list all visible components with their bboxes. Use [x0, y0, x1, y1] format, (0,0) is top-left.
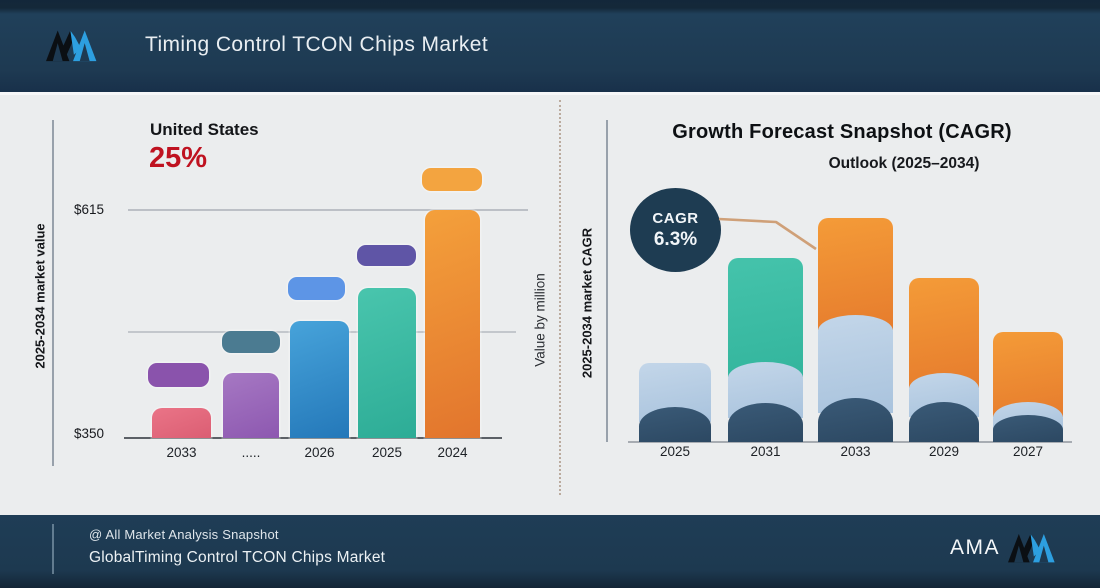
us-x-axis-line [124, 437, 502, 439]
panel-divider-dotted [559, 100, 561, 495]
gf-bar-2029-seg-orange [909, 278, 979, 388]
gf-bar-2031-seg-teal [728, 258, 803, 377]
us-bar-cap-2026 [288, 277, 345, 300]
footer-tagline: @ All Market Analysis Snapshot [89, 527, 279, 542]
us-x-tick-2025: 2025 [371, 445, 403, 460]
us-y-axis-line [52, 120, 54, 466]
gf-bar-2033-seg-orange [818, 218, 893, 330]
growth-y-axis-line [606, 120, 608, 442]
us-x-tick-.....: ..... [241, 445, 261, 460]
footer-divider [52, 524, 54, 574]
cagr-badge-label: CAGR [652, 209, 699, 227]
us-bar-2025 [358, 288, 416, 438]
us-bar-2033 [152, 408, 211, 438]
us-bar-cap-..... [222, 331, 280, 353]
growth-y-axis-label: 2025-2034 market CAGR [579, 227, 595, 379]
cagr-badge-value: 6.3% [653, 228, 698, 250]
gf-bar-2033-seg-base [818, 398, 893, 442]
us-x-tick-2024: 2024 [437, 445, 468, 460]
us-x-tick-2033: 2033 [166, 445, 197, 460]
ama-logo-icon [46, 30, 97, 62]
us-bar-cap-2024 [422, 168, 482, 191]
gf-x-tick-2025: 2025 [659, 444, 691, 459]
gf-x-tick-2033: 2033 [840, 444, 871, 459]
gf-bar-2025-seg-base [639, 407, 711, 442]
us-x-tick-2026: 2026 [304, 445, 335, 460]
us-bar-..... [223, 373, 279, 438]
growth-chart-subtitle: Outlook (2025–2034) [828, 155, 980, 172]
us-bar-cap-2033 [148, 363, 209, 387]
us-chart-title: United States [150, 120, 259, 139]
us-y-axis-label: 2025-2034 market value [32, 223, 48, 369]
page-title: Timing Control TCON Chips Market [145, 33, 489, 56]
cagr-badge: CAGR 6.3% [630, 188, 721, 272]
us-bar-2024 [425, 210, 480, 438]
growth-chart-title: Growth Forecast Snapshot (CAGR) [672, 121, 1012, 143]
us-secondary-axis-label: Value by million [532, 273, 548, 367]
gf-x-tick-2029: 2029 [928, 444, 960, 459]
gf-bar-2027-seg-base [993, 415, 1063, 442]
us-bar-2026 [290, 321, 349, 438]
footer-band [0, 515, 1100, 588]
ama-logo-icon [1008, 534, 1055, 563]
content-top-edge [0, 92, 1100, 95]
gf-bar-2031-seg-base [728, 403, 803, 442]
us-ytick-615: $615 [73, 202, 104, 217]
us-share-value: 25% [149, 142, 208, 174]
gf-x-tick-2027: 2027 [1012, 444, 1044, 459]
header-band [0, 0, 1100, 92]
footer-brand-text: AMA [950, 536, 1001, 559]
us-gridline-615 [128, 209, 528, 211]
gf-bar-2029-seg-base [909, 402, 979, 442]
us-bar-cap-2025 [357, 245, 416, 266]
gf-x-tick-2031: 2031 [750, 444, 781, 459]
footer-report-title: GlobalTiming Control TCON Chips Market [89, 549, 386, 566]
gf-bar-2033-seg-mid [818, 315, 893, 413]
us-ytick-350: $350 [73, 426, 104, 441]
badge-connector-line [718, 217, 817, 251]
